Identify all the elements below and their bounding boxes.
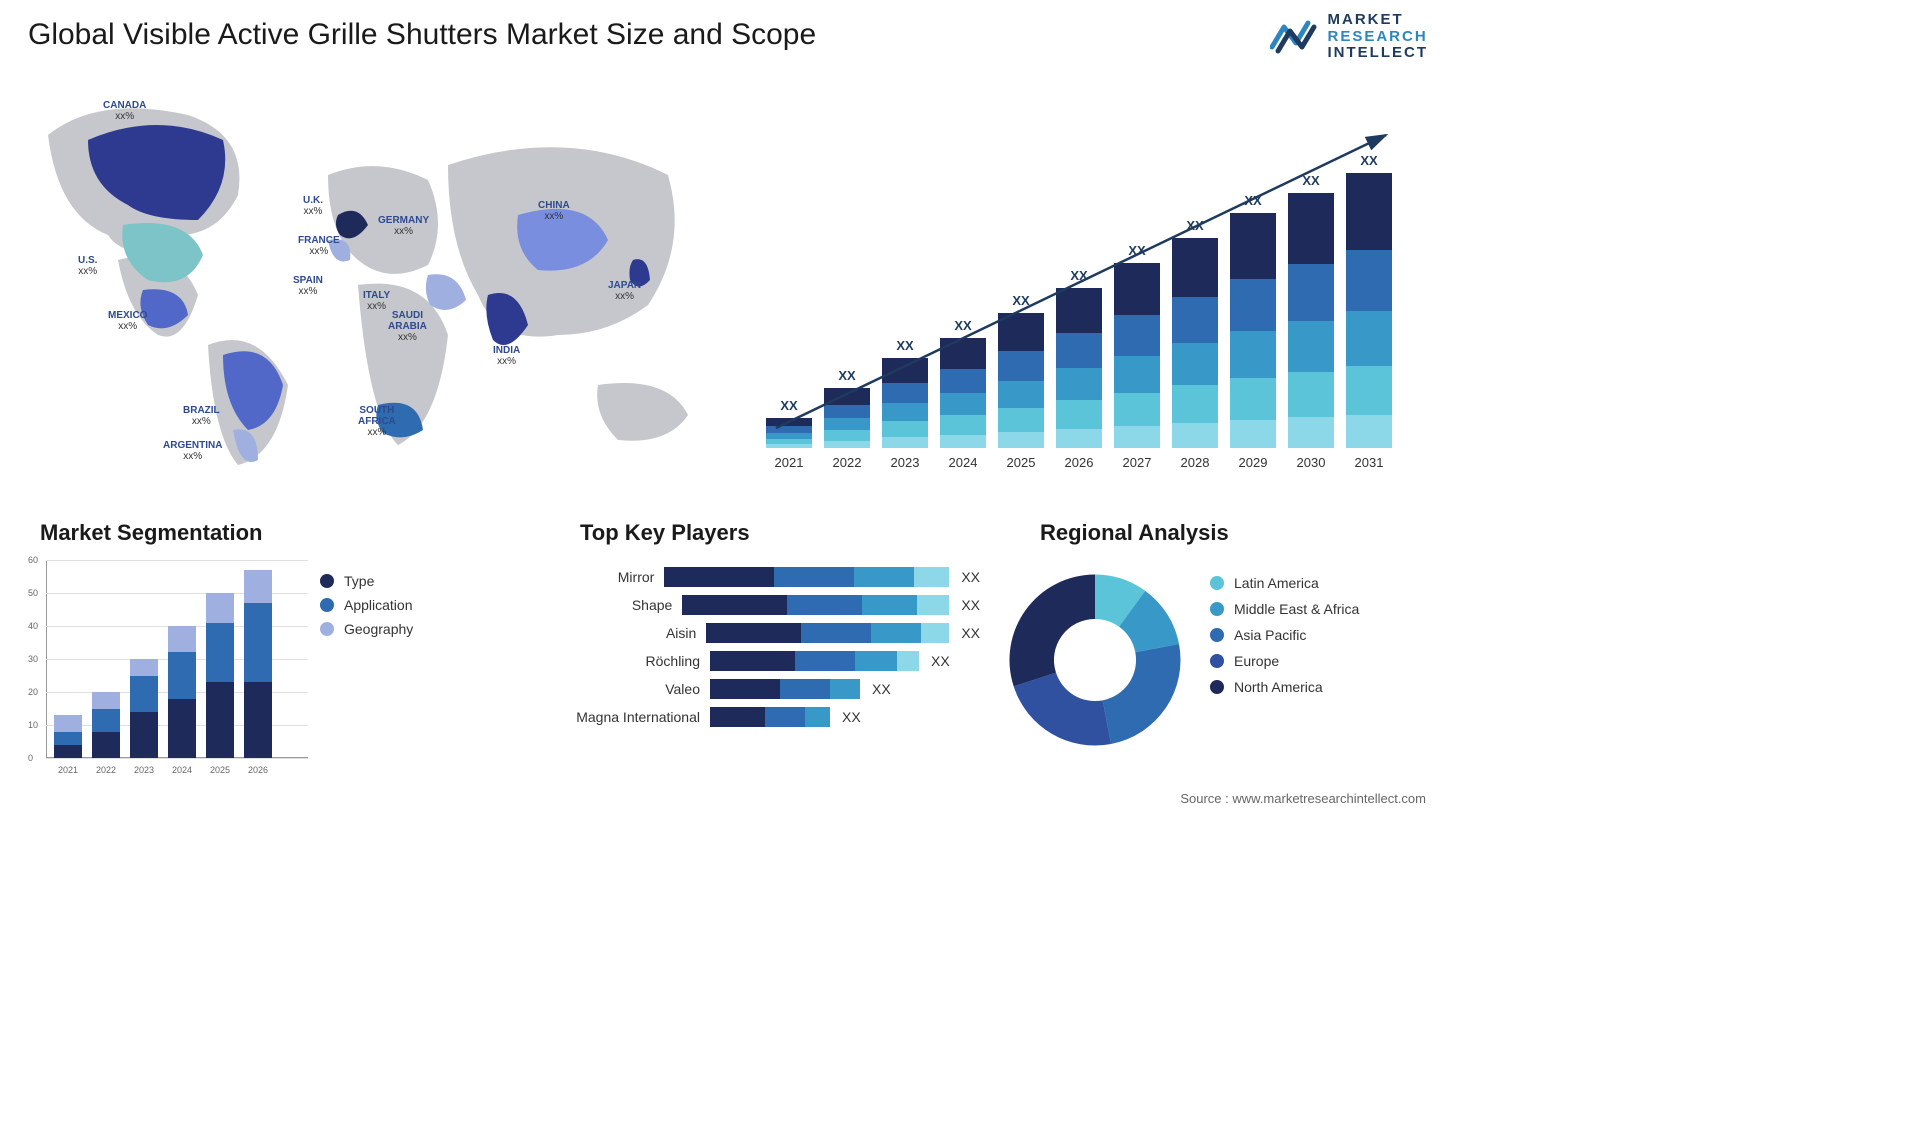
tkp-row: ShapeXX (560, 594, 980, 616)
top-key-players-chart: MirrorXX ShapeXX AisinXX RöchlingXX ValeoXX M… (560, 560, 980, 734)
map-label: BRAZILxx% (183, 405, 220, 427)
main-chart-xtick: 2031 (1346, 455, 1392, 470)
seg-ytick: 10 (28, 720, 38, 730)
main-chart-xtick: 2030 (1288, 455, 1334, 470)
map-label: U.K.xx% (303, 195, 323, 217)
source-text: Source : www.marketresearchintellect.com (1180, 791, 1426, 806)
seg-ytick: 30 (28, 654, 38, 664)
tkp-row: MirrorXX (560, 566, 980, 588)
main-chart-xtick: 2025 (998, 455, 1044, 470)
map-label: JAPANxx% (608, 280, 641, 302)
segmentation-legend: Type Application Geography (320, 565, 413, 645)
main-chart-xtick: 2026 (1056, 455, 1102, 470)
map-label: SAUDIARABIAxx% (388, 310, 427, 343)
map-label: ARGENTINAxx% (163, 440, 222, 462)
main-chart-xtick: 2022 (824, 455, 870, 470)
page-title: Global Visible Active Grille Shutters Ma… (28, 18, 816, 52)
main-chart-xtick: 2028 (1172, 455, 1218, 470)
seg-chart-bar (92, 692, 120, 758)
seg-legend-item: Geography (320, 621, 413, 637)
seg-ytick: 50 (28, 588, 38, 598)
donut-slice (1014, 673, 1111, 746)
map-label: FRANCExx% (298, 235, 340, 257)
tkp-row: RöchlingXX (560, 650, 980, 672)
regional-legend-item: Middle East & Africa (1210, 601, 1359, 617)
main-chart-xtick: 2021 (766, 455, 812, 470)
seg-chart-bar (54, 715, 82, 758)
regional-legend: Latin America Middle East & Africa Asia Pa… (1210, 565, 1359, 705)
map-label: SPAINxx% (293, 275, 323, 297)
tkp-title: Top Key Players (580, 520, 750, 546)
regional-legend-item: North America (1210, 679, 1359, 695)
trend-arrow-icon (766, 110, 1406, 450)
seg-ytick: 60 (28, 555, 38, 565)
map-label: INDIAxx% (493, 345, 520, 367)
map-label: GERMANYxx% (378, 215, 429, 237)
seg-chart-bar (244, 570, 272, 758)
seg-chart-bar (206, 593, 234, 758)
regional-title: Regional Analysis (1040, 520, 1229, 546)
donut-slice (1103, 644, 1181, 744)
seg-chart-bar (168, 626, 196, 758)
seg-xtick: 2024 (168, 765, 196, 775)
logo-text: MARKET RESEARCH INTELLECT (1328, 12, 1429, 62)
seg-legend-item: Application (320, 597, 413, 613)
regional-legend-item: Latin America (1210, 575, 1359, 591)
map-label: U.S.xx% (78, 255, 97, 277)
seg-xtick: 2022 (92, 765, 120, 775)
seg-xtick: 2023 (130, 765, 158, 775)
main-stacked-bar-chart: XX2021XX2022XX2023XX2024XX2025XX2026XX20… (766, 110, 1406, 470)
seg-ytick: 0 (28, 753, 33, 763)
tkp-row: AisinXX (560, 622, 980, 644)
seg-ytick: 40 (28, 621, 38, 631)
world-map: CANADAxx% U.S.xx% MEXICOxx% BRAZILxx% ARGENT… (28, 85, 718, 485)
regional-donut-chart (1000, 565, 1190, 755)
seg-chart-bar (130, 659, 158, 758)
main-chart-xtick: 2027 (1114, 455, 1160, 470)
map-label: MEXICOxx% (108, 310, 147, 332)
seg-xtick: 2026 (244, 765, 272, 775)
seg-xtick: 2021 (54, 765, 82, 775)
regional-legend-item: Europe (1210, 653, 1359, 669)
main-chart-xtick: 2023 (882, 455, 928, 470)
tkp-row: ValeoXX (560, 678, 980, 700)
segmentation-chart: 0102030405060202120222023202420252026 (28, 560, 308, 780)
logo-icon (1270, 17, 1320, 57)
seg-legend-item: Type (320, 573, 413, 589)
tkp-row: Magna InternationalXX (560, 706, 980, 728)
main-chart-xtick: 2024 (940, 455, 986, 470)
seg-xtick: 2025 (206, 765, 234, 775)
map-label: CANADAxx% (103, 100, 146, 122)
brand-logo: MARKET RESEARCH INTELLECT (1270, 12, 1429, 62)
map-label: CHINAxx% (538, 200, 570, 222)
map-label: ITALYxx% (363, 290, 390, 312)
donut-slice (1010, 575, 1096, 687)
map-label: SOUTHAFRICAxx% (358, 405, 396, 438)
seg-ytick: 20 (28, 687, 38, 697)
regional-legend-item: Asia Pacific (1210, 627, 1359, 643)
main-chart-xtick: 2029 (1230, 455, 1276, 470)
segmentation-title: Market Segmentation (40, 520, 263, 546)
